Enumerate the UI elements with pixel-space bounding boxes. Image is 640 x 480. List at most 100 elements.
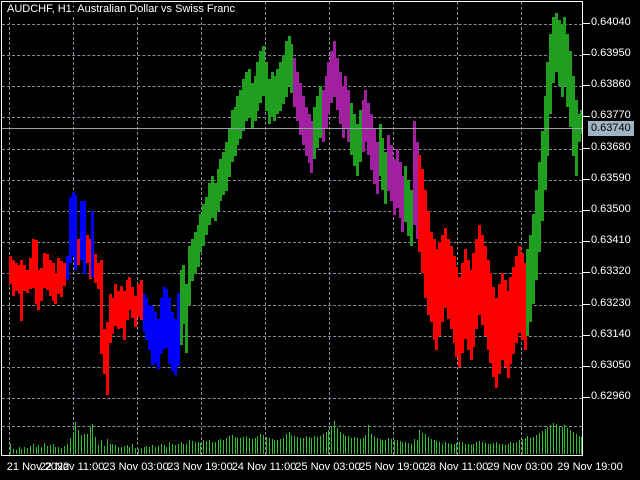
grid-line-vertical	[329, 2, 330, 455]
price-bar	[322, 90, 325, 142]
volume-bar	[58, 447, 59, 454]
price-bar	[313, 107, 316, 159]
volume-bar	[317, 437, 318, 454]
price-bar	[572, 76, 575, 156]
volume-bar	[175, 445, 176, 454]
volume-bar	[479, 441, 480, 454]
price-bar	[461, 263, 464, 353]
volume-bar	[75, 422, 76, 454]
volume-bar	[152, 445, 153, 454]
price-bar	[535, 190, 538, 280]
price-bar	[489, 273, 492, 363]
price-axis[interactable]: 0.64040 0.63950 0.63860 0.63770 0.63680 0.635…	[583, 0, 640, 457]
volume-bar	[380, 439, 381, 454]
price-bar	[399, 162, 402, 218]
volume-bar	[98, 445, 99, 454]
volume-bar	[434, 440, 435, 454]
volume-bar	[348, 436, 349, 454]
volume-bar	[269, 438, 270, 454]
grid-line-vertical	[137, 2, 138, 455]
volume-bar	[27, 448, 28, 454]
volume-bar	[195, 442, 196, 454]
volume-bar	[61, 448, 62, 454]
time-axis-label: 24 Nov 11:00	[231, 461, 297, 473]
volume-bar	[576, 434, 577, 454]
volume-bar	[340, 432, 341, 454]
price-bar	[521, 253, 524, 340]
price-bar	[524, 263, 527, 350]
volume-bar	[363, 438, 364, 454]
price-bar	[123, 291, 126, 340]
price-bar	[458, 277, 461, 367]
time-axis-label: 29 Nov 19:00	[557, 461, 623, 473]
price-bar	[202, 204, 205, 246]
volume-bar	[556, 424, 557, 454]
price-bar	[367, 103, 370, 155]
price-bar	[282, 55, 285, 104]
grid-line-vertical	[9, 2, 10, 455]
volume-bar	[581, 437, 582, 454]
price-axis-tick	[583, 366, 590, 367]
price-bar	[544, 96, 547, 190]
volume-bar	[439, 442, 440, 454]
volume-bar	[223, 440, 224, 454]
volume-bar	[573, 432, 574, 454]
price-bar	[356, 124, 359, 176]
price-bar	[344, 76, 347, 128]
price-bar	[532, 214, 535, 304]
price-bar	[265, 62, 268, 111]
price-bar	[546, 62, 549, 156]
grid-line-horizontal	[2, 180, 582, 181]
volume-bar	[493, 443, 494, 454]
volume-bar	[326, 432, 327, 454]
volume-bar	[257, 436, 258, 454]
volume-bar	[21, 449, 22, 454]
price-bar	[126, 280, 129, 320]
price-bar	[501, 273, 504, 360]
price-bar	[285, 41, 288, 97]
price-bar	[97, 263, 100, 289]
grid-line-horizontal	[2, 117, 582, 118]
volume-bar	[172, 444, 173, 454]
price-axis-tick	[583, 335, 590, 336]
price-bar	[387, 135, 390, 191]
volume-bar	[237, 438, 238, 454]
volume-bar	[41, 447, 42, 454]
volume-bar	[562, 427, 563, 454]
plot-area-frame[interactable]	[1, 1, 583, 456]
volume-bar	[127, 445, 128, 454]
volume-bar	[462, 442, 463, 454]
price-bar	[217, 169, 220, 211]
time-axis[interactable]: 21 Nov 2022 22 Nov 11:00 23 Nov 03:00 23 No…	[0, 459, 640, 479]
price-bar	[435, 249, 438, 350]
price-bar	[370, 114, 373, 170]
volume-bar	[13, 449, 14, 454]
volume-bar	[482, 442, 483, 454]
volume-bar	[553, 423, 554, 454]
price-bar	[293, 58, 296, 107]
volume-bar	[297, 437, 298, 454]
price-bar	[407, 180, 410, 236]
price-bar	[541, 131, 544, 221]
time-axis-label: 21 Nov 2022	[6, 461, 70, 473]
volume-bar	[243, 437, 244, 454]
volume-bar	[445, 442, 446, 454]
volume-bar	[24, 447, 25, 454]
price-bar	[290, 44, 293, 93]
volume-bar	[442, 444, 443, 454]
price-bar	[430, 232, 433, 322]
price-bar	[111, 298, 114, 334]
volume-bar	[164, 445, 165, 454]
price-bar	[86, 235, 89, 263]
volume-bar	[92, 424, 93, 454]
volume-bar	[10, 444, 11, 454]
volume-bar	[30, 446, 31, 454]
time-axis-label: 25 Nov 03:00	[295, 461, 361, 473]
price-bar	[228, 128, 231, 177]
price-bar	[279, 62, 282, 111]
price-bar	[470, 270, 473, 360]
volume-bar	[368, 425, 369, 454]
price-bar	[131, 287, 134, 318]
plot-area[interactable]	[2, 2, 582, 455]
price-bar	[103, 329, 106, 374]
